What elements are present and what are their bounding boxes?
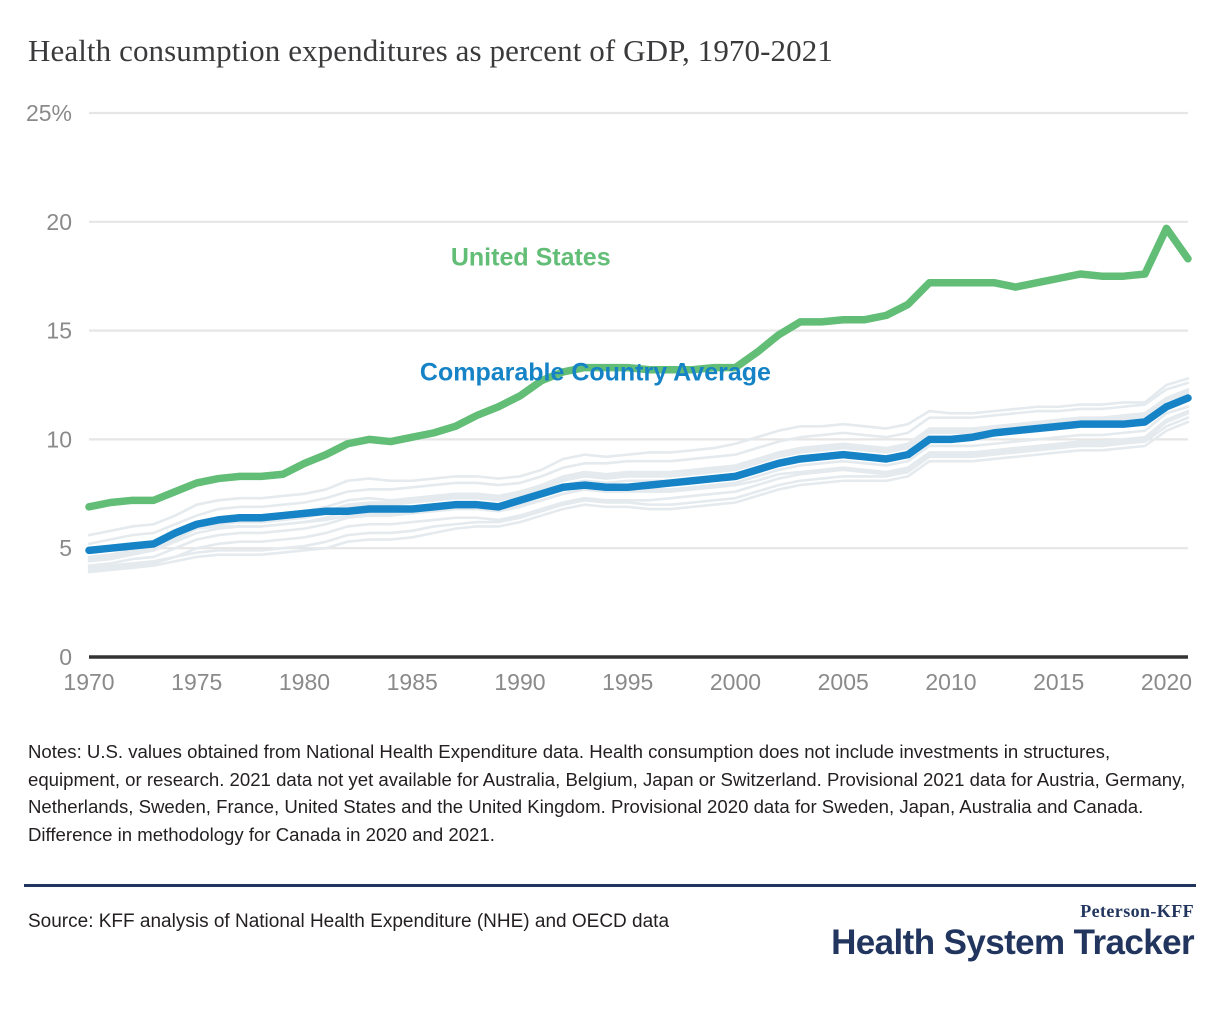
series-lines — [85, 224, 1192, 555]
series-annotation: Comparable Country Average — [420, 359, 771, 387]
background-country-line — [87, 409, 1190, 550]
x-tick-label: 2005 — [818, 669, 869, 695]
x-tick-label: 2015 — [1033, 669, 1084, 695]
peterson-kff-logo: Peterson-KFF Health System Tracker — [831, 900, 1194, 963]
background-country-line — [87, 390, 1190, 554]
series-line — [85, 224, 1192, 511]
y-tick-label: 15 — [46, 318, 72, 344]
x-tick-label: 2020 — [1141, 669, 1192, 695]
logo-eyebrow: Peterson-KFF — [1080, 901, 1194, 921]
background-country-line — [87, 377, 1190, 537]
footer-divider — [24, 884, 1196, 887]
chart-notes: Notes: U.S. values obtained from Nationa… — [28, 741, 1186, 845]
series-annotations: United States Comparable Country Average — [420, 243, 771, 386]
x-tick-label: 1995 — [602, 669, 653, 695]
x-tick-label: 2010 — [925, 669, 976, 695]
background-country-line — [87, 381, 1190, 546]
y-axis-tick-labels: 0 5 10 15 20 25% — [26, 100, 72, 670]
x-tick-label: 1970 — [63, 669, 114, 695]
x-tick-label: 2000 — [710, 669, 761, 695]
background-country-line — [87, 420, 1190, 574]
y-tick-label: 0 — [59, 644, 72, 670]
x-tick-label: 1980 — [279, 669, 330, 695]
chart-area: 0 5 10 15 20 25% 1970 1975 1980 1985 1990 1995 2000… — [0, 95, 1220, 705]
background-country-line — [87, 411, 1190, 572]
background-country-line — [87, 416, 1190, 570]
chart-source: Source: KFF analysis of National Health … — [28, 911, 670, 932]
x-tick-label: 1990 — [494, 669, 545, 695]
x-tick-label: 1975 — [171, 669, 222, 695]
logo-wordmark: Health System Tracker — [831, 923, 1194, 962]
x-tick-label: 1985 — [387, 669, 438, 695]
x-axis-tick-labels: 1970 1975 1980 1985 1990 1995 2000 2005 2010 2015… — [63, 669, 1192, 695]
line-chart: 0 5 10 15 20 25% 1970 1975 1980 1985 1990 1995 2000… — [26, 100, 1192, 695]
y-tick-label: 5 — [59, 535, 72, 561]
y-tick-label: 25% — [26, 100, 72, 126]
gridlines — [89, 111, 1188, 550]
y-tick-label: 10 — [46, 426, 72, 452]
page-title: Health consumption expenditures as perce… — [28, 33, 833, 68]
series-annotation: United States — [451, 243, 611, 271]
series-line — [85, 394, 1192, 555]
y-tick-label: 20 — [46, 209, 72, 235]
